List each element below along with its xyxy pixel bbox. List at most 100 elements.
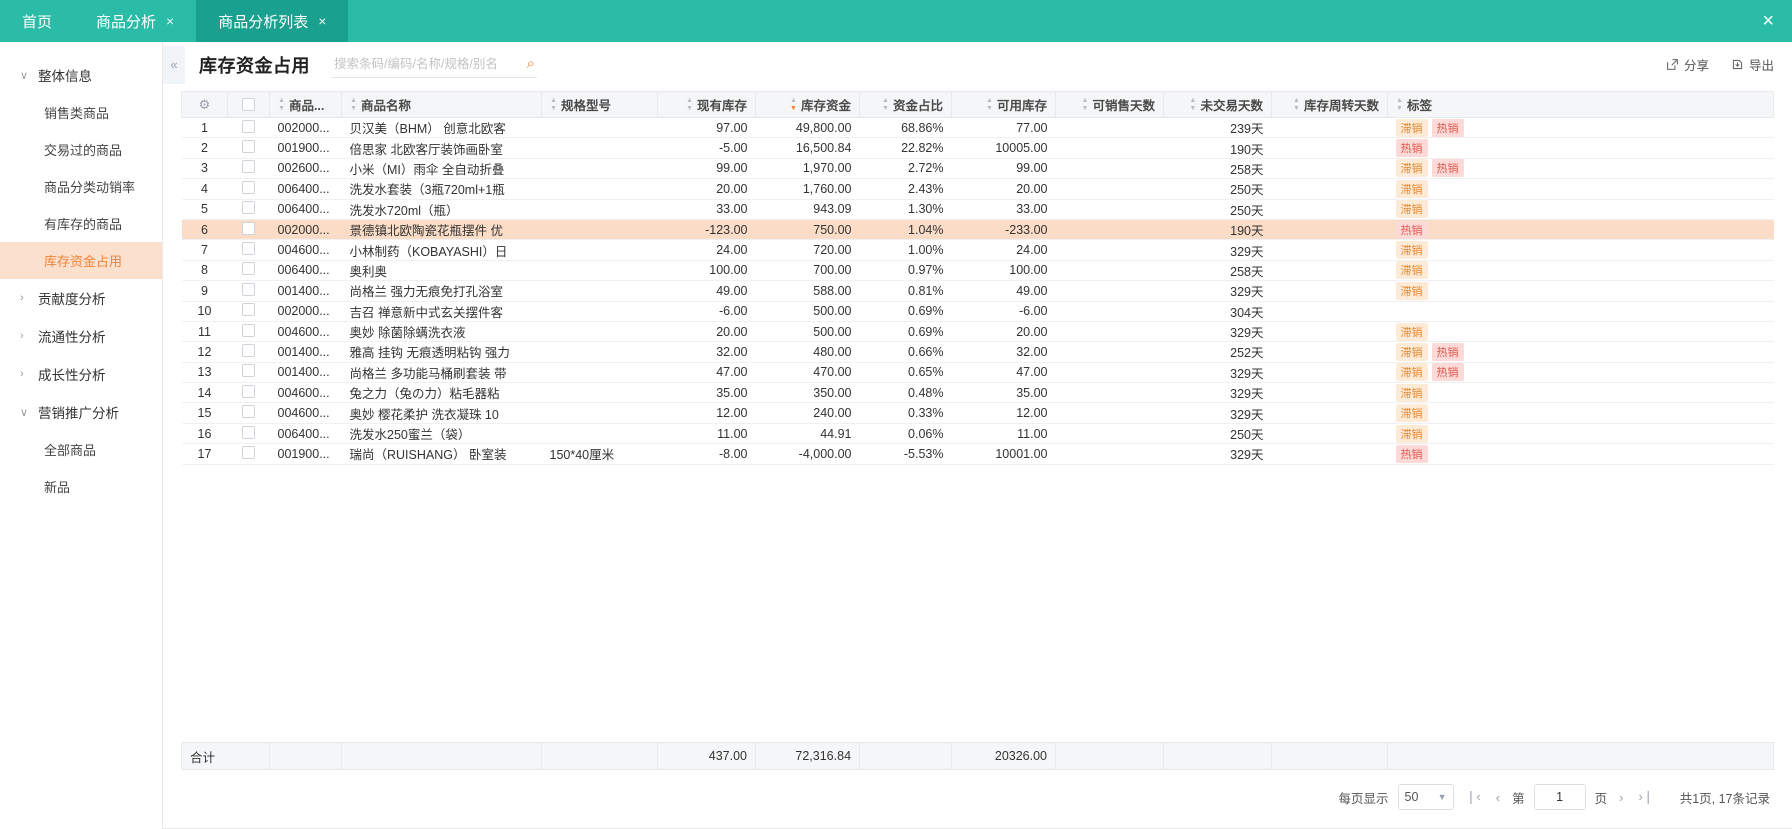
column-header-turnover[interactable]: ▲ ▼ 库存周转天数	[1271, 91, 1388, 118]
table-row[interactable]: 10 002000... 吉召 禅意新中式玄关摆件客 -6.00 500.00 0.69%…	[181, 301, 1774, 322]
table-row[interactable]: 15 004600... 奥妙 樱花柔护 洗衣凝珠 10 12.00 240.00 0.3…	[181, 402, 1774, 424]
sidebar-item-new-products[interactable]: 新品	[44, 480, 71, 495]
row-checkbox[interactable]	[242, 323, 255, 337]
page-size-select[interactable]: 50 ▼	[1397, 784, 1454, 810]
table-row[interactable]: 3 002600... 小米（MI）雨伞 全自动折叠 99.00 1,970.00 2.7…	[181, 158, 1774, 180]
row-checkbox[interactable]	[242, 282, 255, 296]
next-page-button[interactable]: ›	[1619, 789, 1624, 805]
close-icon[interactable]: ×	[166, 13, 175, 29]
window-close-icon[interactable]: ×	[1762, 9, 1774, 32]
row-checkbox-cell[interactable]	[227, 239, 270, 261]
sort-icon[interactable]: ▲ ▼	[686, 97, 693, 112]
row-checkbox[interactable]	[242, 343, 255, 357]
table-row[interactable]: 6 002000... 景德镇北欧陶瓷花瓶摆件 优 -123.00 750.00 1.04…	[181, 219, 1774, 241]
close-icon[interactable]: ×	[318, 13, 327, 29]
tab-home[interactable]: 首页	[0, 0, 74, 42]
sort-icon-desc-active[interactable]: ▲ ▼	[790, 97, 797, 112]
row-checkbox-cell[interactable]	[227, 117, 270, 139]
sort-icon[interactable]: ▲ ▼	[550, 97, 557, 112]
sort-icon[interactable]: ▲ ▼	[278, 97, 285, 112]
column-settings-header[interactable]: ⚙	[181, 91, 228, 118]
sidebar-group-contribution[interactable]: › 贡献度分析	[0, 279, 162, 317]
share-button[interactable]: 分享	[1666, 55, 1709, 74]
prev-page-button[interactable]: ‹	[1495, 789, 1501, 805]
row-checkbox-cell[interactable]	[227, 137, 270, 159]
sidebar-item-inventory-capital[interactable]: 库存资金占用	[0, 242, 162, 279]
row-checkbox-cell[interactable]	[227, 178, 270, 200]
row-checkbox[interactable]	[242, 221, 255, 235]
sidebar-group-marketing[interactable]: ∨ 营销推广分析	[0, 393, 162, 431]
row-checkbox-cell[interactable]	[227, 423, 270, 445]
column-header-ratio[interactable]: ▲ ▼ 资金占比	[859, 91, 952, 118]
row-checkbox-cell[interactable]	[227, 382, 270, 404]
row-checkbox[interactable]	[242, 364, 255, 378]
tab-product-analysis[interactable]: 商品分析 ×	[74, 0, 196, 42]
row-checkbox[interactable]	[242, 425, 255, 439]
table-row[interactable]: 4 006400... 洗发水套装（3瓶720ml+1瓶 20.00 1,760.00 2…	[181, 178, 1774, 200]
collapse-sidebar-icon[interactable]: «	[163, 45, 185, 84]
sidebar-item-all-products[interactable]: 全部商品	[44, 443, 97, 458]
sort-icon[interactable]: ▲ ▼	[1293, 97, 1300, 112]
row-checkbox[interactable]	[242, 160, 255, 174]
row-checkbox[interactable]	[242, 445, 255, 459]
first-page-button[interactable]: ❘‹	[1465, 789, 1481, 804]
column-header-spec[interactable]: ▲ ▼ 规格型号	[541, 91, 658, 118]
gear-icon[interactable]: ⚙	[198, 96, 211, 112]
table-row[interactable]: 14 004600... 兔之力（兔の力）粘毛器粘 35.00 350.00 0.48% 3…	[181, 382, 1774, 404]
sidebar-item-category-sales-rate[interactable]: 商品分类动销率	[44, 180, 136, 195]
row-checkbox-cell[interactable]	[227, 341, 270, 363]
table-row[interactable]: 16 006400... 洗发水250蜜兰（袋） 11.00 44.91 0.06% 11.…	[181, 423, 1774, 445]
row-checkbox-cell[interactable]	[227, 443, 270, 465]
row-checkbox[interactable]	[242, 405, 255, 419]
table-row[interactable]: 1 002000... 贝汉美（BHM） 创意北欧客 97.00 49,800.00 68…	[181, 117, 1774, 139]
table-row[interactable]: 5 006400... 洗发水720ml（瓶） 33.00 943.09 1.30% 33.…	[181, 199, 1774, 220]
row-checkbox[interactable]	[242, 119, 255, 133]
sort-icon[interactable]: ▲ ▼	[350, 97, 357, 112]
search-input[interactable]	[334, 56, 527, 71]
search-box[interactable]: ⌕	[332, 51, 537, 78]
column-header-tags[interactable]: ▲ ▼ 标签	[1387, 91, 1774, 118]
table-row[interactable]: 9 001400... 尚格兰 强力无痕免打孔浴室 49.00 588.00 0.81% 4…	[181, 280, 1774, 302]
row-checkbox[interactable]	[242, 140, 255, 154]
row-checkbox-cell[interactable]	[227, 321, 270, 343]
row-checkbox[interactable]	[242, 303, 255, 317]
column-header-fund[interactable]: ▲ ▼ 库存资金	[755, 91, 860, 118]
row-checkbox-cell[interactable]	[227, 362, 270, 384]
column-header-code[interactable]: ▲ ▼ 商品...	[269, 91, 342, 118]
sort-icon[interactable]: ▲ ▼	[986, 97, 993, 112]
row-checkbox-cell[interactable]	[227, 301, 270, 322]
row-checkbox[interactable]	[242, 262, 255, 276]
column-header-saledays[interactable]: ▲ ▼ 可销售天数	[1055, 91, 1164, 118]
tab-product-analysis-list[interactable]: 商品分析列表 ×	[196, 0, 349, 42]
column-header-usable[interactable]: ▲ ▼ 可用库存	[951, 91, 1056, 118]
row-checkbox-cell[interactable]	[227, 158, 270, 180]
row-checkbox-cell[interactable]	[227, 402, 270, 424]
column-header-stock[interactable]: ▲ ▼ 现有库存	[657, 91, 756, 118]
table-row[interactable]: 13 001400... 尚格兰 多功能马桶刷套装 带 47.00 470.00 0.65…	[181, 362, 1774, 384]
sidebar-group-circulation[interactable]: › 流通性分析	[0, 317, 162, 355]
select-all-header[interactable]	[227, 91, 270, 118]
select-all-checkbox[interactable]	[242, 98, 255, 111]
table-row[interactable]: 7 004600... 小林制药（KOBAYASHI）日 24.00 720.00 1.0…	[181, 239, 1774, 261]
row-checkbox[interactable]	[242, 180, 255, 194]
row-checkbox[interactable]	[242, 201, 255, 215]
table-row[interactable]: 8 006400... 奥利奥 100.00 700.00 0.97% 100.00 258天…	[181, 260, 1774, 282]
sidebar-group-overall[interactable]: ∨ 整体信息	[0, 56, 162, 94]
search-icon[interactable]: ⌕	[526, 55, 535, 72]
table-row[interactable]: 2 001900... 倍思家 北欧客厅装饰画卧室 -5.00 16,500.84 22.…	[181, 137, 1774, 159]
column-header-nodeal[interactable]: ▲ ▼ 未交易天数	[1163, 91, 1272, 118]
row-checkbox[interactable]	[242, 384, 255, 398]
sort-icon[interactable]: ▲ ▼	[1396, 97, 1403, 112]
column-header-name[interactable]: ▲ ▼ 商品名称	[341, 91, 542, 118]
sort-icon[interactable]: ▲ ▼	[1189, 97, 1197, 112]
table-row[interactable]: 11 004600... 奥妙 除菌除螨洗衣液 20.00 500.00 0.69% 20.…	[181, 321, 1774, 343]
row-checkbox-cell[interactable]	[227, 280, 270, 302]
export-button[interactable]: 导出	[1731, 55, 1774, 74]
table-row[interactable]: 17 001900... 瑞尚（RUISHANG） 卧室装 150*40厘米 -8.00…	[181, 443, 1774, 465]
table-row[interactable]: 12 001400... 雅高 挂钩 无痕透明粘钩 强力 32.00 480.00 0.6…	[181, 341, 1774, 363]
row-checkbox-cell[interactable]	[227, 219, 270, 241]
row-checkbox-cell[interactable]	[227, 199, 270, 220]
sort-icon[interactable]: ▲ ▼	[1081, 97, 1089, 112]
sidebar-item-traded-products[interactable]: 交易过的商品	[44, 143, 123, 158]
last-page-button[interactable]: ›❘	[1638, 789, 1654, 804]
